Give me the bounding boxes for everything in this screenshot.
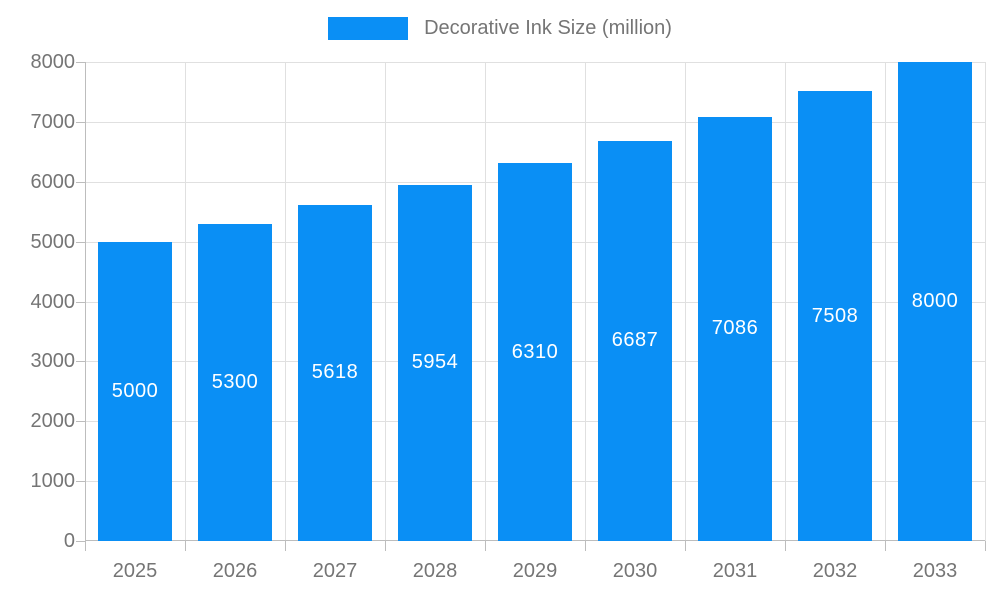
- bar: 7508: [798, 91, 872, 541]
- bar: 5954: [398, 184, 472, 541]
- x-tick-mark: [885, 541, 886, 551]
- y-tick-label: 4000: [30, 290, 76, 313]
- y-tick-label: 2000: [30, 410, 76, 433]
- y-tick-label: 7000: [30, 110, 76, 133]
- x-tick-mark: [785, 541, 786, 551]
- legend-label: Decorative Ink Size (million): [424, 17, 672, 39]
- gridline-vertical: [985, 62, 986, 541]
- y-tick-label: 8000: [30, 51, 76, 73]
- gridline-vertical: [685, 62, 686, 541]
- x-tick-label: 2027: [312, 560, 358, 582]
- bar-value-label: 5300: [211, 370, 259, 393]
- bar-value-label: 5618: [311, 361, 359, 384]
- y-tick-label: 5000: [30, 230, 76, 253]
- y-tick-mark: [76, 481, 85, 483]
- x-tick-label: 2026: [212, 560, 258, 582]
- gridline-vertical: [185, 62, 186, 541]
- bar-value-label: 5954: [411, 351, 459, 374]
- x-tick-mark: [385, 541, 386, 551]
- gridline-vertical: [285, 62, 286, 541]
- x-tick-mark: [685, 541, 686, 551]
- y-axis-line: [85, 62, 86, 551]
- y-tick-mark: [76, 121, 85, 123]
- x-tick-label: 2032: [812, 560, 858, 582]
- bar-value-label: 8000: [911, 290, 959, 312]
- bar: 5618: [298, 204, 372, 541]
- x-tick-mark: [585, 541, 586, 551]
- bar: 5300: [198, 223, 272, 541]
- bar-value-label: 7086: [711, 317, 759, 340]
- plot-area: 5000 5300 5618 5954 6310 6687 7086 7508 8000: [85, 62, 986, 551]
- bar-value-label: 6687: [611, 329, 659, 352]
- bar: 8000: [898, 62, 972, 541]
- gridline-vertical: [885, 62, 886, 541]
- y-tick-label: 0: [63, 530, 75, 552]
- bar-value-label: 5000: [111, 379, 159, 402]
- x-tick-label: 2033: [912, 560, 958, 582]
- legend-swatch: [328, 17, 409, 40]
- gridline-vertical: [585, 62, 586, 541]
- x-tick-label: 2025: [112, 560, 158, 582]
- y-tick-mark: [76, 181, 85, 183]
- y-tick-mark: [76, 421, 85, 423]
- bar-value-label: 6310: [511, 340, 559, 363]
- y-tick-mark: [76, 241, 85, 243]
- x-tick-label: 2029: [512, 560, 558, 582]
- bar: 5000: [98, 241, 172, 541]
- x-tick-mark: [185, 541, 186, 551]
- y-tick-mark: [76, 361, 85, 363]
- y-tick-label: 6000: [30, 170, 76, 193]
- y-tick-mark: [76, 541, 85, 542]
- bar-value-label: 7508: [811, 304, 859, 327]
- gridline-vertical: [785, 62, 786, 541]
- chart-legend: Decorative Ink Size (million): [0, 17, 1000, 40]
- gridline-horizontal: [85, 62, 985, 63]
- gridline-vertical: [385, 62, 386, 541]
- bar: 6687: [598, 140, 672, 541]
- y-tick-mark: [76, 301, 85, 303]
- bar: 7086: [698, 116, 772, 541]
- bar: 6310: [498, 163, 572, 541]
- x-tick-mark: [285, 541, 286, 551]
- x-tick-label: 2031: [712, 560, 758, 582]
- x-tick-mark: [985, 541, 986, 551]
- x-tick-label: 2028: [412, 560, 458, 582]
- x-tick-mark: [85, 541, 86, 551]
- x-tick-mark: [485, 541, 486, 551]
- y-tick-label: 1000: [30, 470, 76, 493]
- x-tick-label: 2030: [612, 560, 658, 582]
- gridline-vertical: [485, 62, 486, 541]
- y-tick-mark: [76, 62, 85, 63]
- gridline-horizontal: [85, 121, 985, 123]
- y-tick-label: 3000: [30, 350, 76, 373]
